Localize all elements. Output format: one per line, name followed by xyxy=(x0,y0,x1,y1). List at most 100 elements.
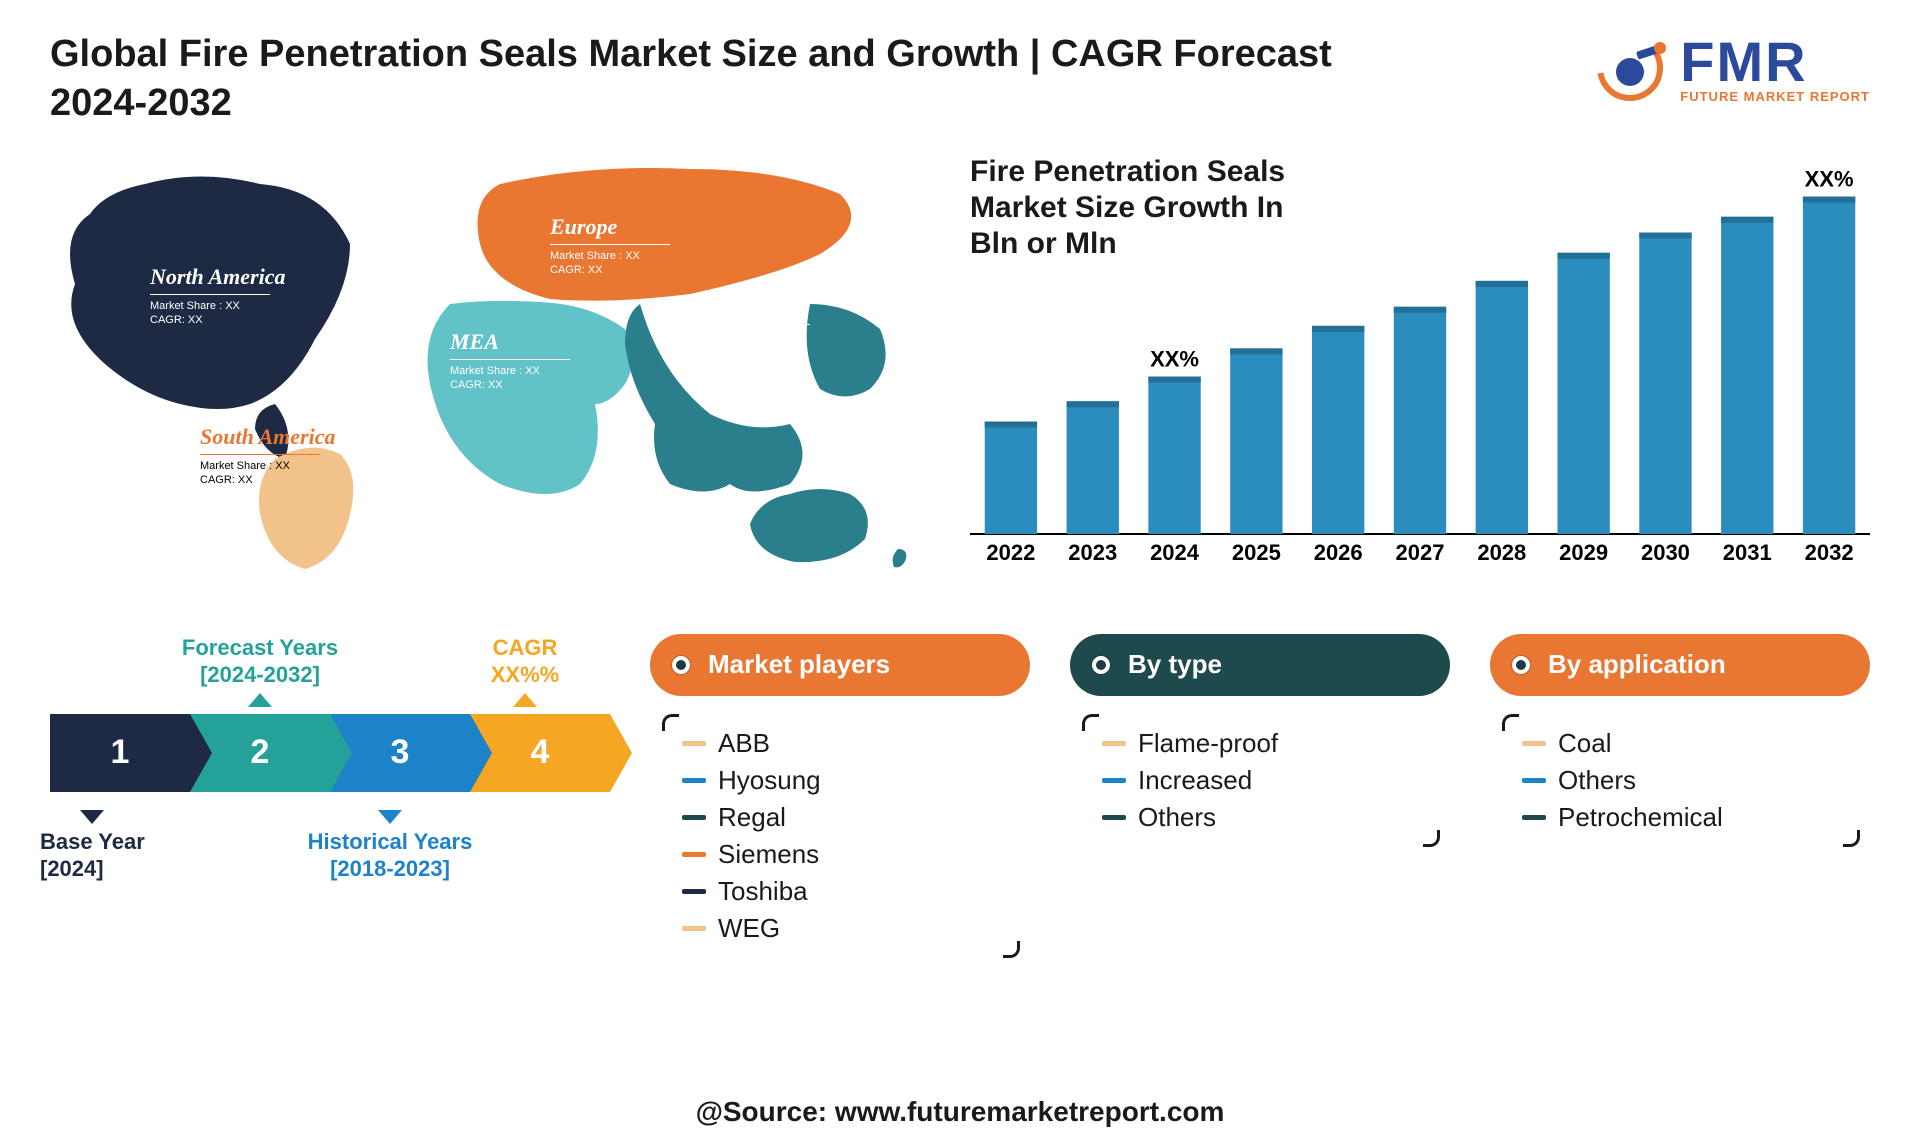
list-item-label: Siemens xyxy=(718,839,819,870)
logo: FMR FUTURE MARKET REPORT xyxy=(1592,30,1870,106)
chart-bar xyxy=(1476,281,1528,534)
chart-x-label: 2031 xyxy=(1723,540,1772,565)
list-item-label: Coal xyxy=(1558,728,1611,759)
source-attribution: @Source: www.futuremarketreport.com xyxy=(0,1096,1920,1128)
list-item-label: Others xyxy=(1138,802,1216,833)
list-item: Regal xyxy=(682,802,1030,833)
header: Global Fire Penetration Seals Market Siz… xyxy=(50,30,1870,129)
triangle-down-icon xyxy=(80,810,104,824)
triangle-down-icon xyxy=(378,810,402,824)
by-application-label: By application xyxy=(1548,649,1726,680)
triangle-up-icon xyxy=(248,693,272,707)
by-type-list: Flame-proof Increased Others xyxy=(1070,714,1450,847)
region-share: Market Share : XX xyxy=(450,364,570,378)
historical-years-callout: Historical Years [2018-2023] xyxy=(280,806,500,883)
color-swatch-icon xyxy=(1522,815,1546,820)
pill-dot-icon xyxy=(1092,656,1110,674)
color-swatch-icon xyxy=(1522,741,1546,746)
chart-x-label: 2029 xyxy=(1559,540,1608,565)
market-players-pill: Market players xyxy=(650,634,1030,696)
list-item-label: Hyosung xyxy=(718,765,821,796)
market-size-chart: Fire Penetration Seals Market Size Growt… xyxy=(970,154,1870,574)
list-item: Toshiba xyxy=(682,876,1030,907)
region-name: MEA xyxy=(450,329,570,355)
list-item: Coal xyxy=(1522,728,1870,759)
pill-dot-icon xyxy=(672,656,690,674)
chart-x-label: 2025 xyxy=(1232,540,1281,565)
by-application-pill: By application xyxy=(1490,634,1870,696)
region-name: South America xyxy=(200,424,336,450)
list-item-label: Others xyxy=(1558,765,1636,796)
timeline-segments: 1 2 3 4 xyxy=(50,714,610,792)
chart-x-label: 2032 xyxy=(1805,540,1854,565)
market-players-column: Market players ABB Hyosung Regal Siemens Tos… xyxy=(650,634,1030,958)
chart-x-label: 2024 xyxy=(1150,540,1200,565)
market-players-list: ABB Hyosung Regal Siemens Toshiba WEG xyxy=(650,714,1030,958)
list-item-label: Regal xyxy=(718,802,786,833)
chart-bar xyxy=(985,421,1037,534)
list-item: Siemens xyxy=(682,839,1030,870)
region-share: Market Share : XX xyxy=(550,249,670,263)
base-year-title: Base Year xyxy=(40,828,220,856)
chart-bar xyxy=(1557,253,1609,534)
chart-bar xyxy=(1639,232,1691,534)
list-item: WEG xyxy=(682,913,1030,944)
color-swatch-icon xyxy=(682,889,706,894)
cagr-title: CAGR xyxy=(460,634,590,662)
chart-annotation: XX% xyxy=(1805,166,1854,191)
list-item: ABB xyxy=(682,728,1030,759)
forecast-years-callout: Forecast Years [2024-2032] xyxy=(150,634,370,711)
chart-bar xyxy=(1312,326,1364,534)
color-swatch-icon xyxy=(1522,778,1546,783)
logo-text-sub: FUTURE MARKET REPORT xyxy=(1680,90,1870,103)
region-cagr: CAGR: XX xyxy=(690,343,810,357)
by-type-label: By type xyxy=(1128,649,1222,680)
color-swatch-icon xyxy=(682,741,706,746)
timeline-seg-1: 1 xyxy=(50,714,190,792)
region-north-america: North America Market Share : XX CAGR: XX xyxy=(150,264,285,328)
bar-chart-svg: 202220232024XX%2025202620272028202920302… xyxy=(970,154,1870,574)
color-swatch-icon xyxy=(682,926,706,931)
list-item: Others xyxy=(1522,765,1870,796)
forecast-years-title: Forecast Years xyxy=(150,634,370,662)
region-europe: Europe Market Share : XX CAGR: XX xyxy=(550,214,670,278)
region-name: Asia Pacific xyxy=(690,294,810,320)
region-share: Market Share : XX xyxy=(690,329,810,343)
chart-annotation: XX% xyxy=(1150,346,1199,371)
list-item-label: Increased xyxy=(1138,765,1252,796)
chart-x-label: 2027 xyxy=(1396,540,1445,565)
chart-x-label: 2022 xyxy=(986,540,1035,565)
region-cagr: CAGR: XX xyxy=(450,378,570,392)
chart-bar xyxy=(1148,376,1200,534)
chart-bar xyxy=(1230,348,1282,534)
color-swatch-icon xyxy=(1102,741,1126,746)
chart-bar xyxy=(1394,307,1446,534)
color-swatch-icon xyxy=(682,852,706,857)
list-item: Hyosung xyxy=(682,765,1030,796)
by-application-list: Coal Others Petrochemical xyxy=(1490,714,1870,847)
list-item: Petrochemical xyxy=(1522,802,1870,833)
chart-x-label: 2026 xyxy=(1314,540,1363,565)
list-item-label: WEG xyxy=(718,913,780,944)
base-year-value: [2024] xyxy=(40,855,220,883)
region-name: Europe xyxy=(550,214,670,240)
region-asia-pacific: Asia Pacific Market Share : XX CAGR: XX xyxy=(690,294,810,358)
list-item-label: ABB xyxy=(718,728,770,759)
color-swatch-icon xyxy=(682,815,706,820)
cagr-value: XX%% xyxy=(460,661,590,689)
list-item-label: Toshiba xyxy=(718,876,808,907)
region-mea: MEA Market Share : XX CAGR: XX xyxy=(450,329,570,393)
by-application-column: By application Coal Others Petrochemical xyxy=(1490,634,1870,847)
region-map: North America Market Share : XX CAGR: XX… xyxy=(50,154,930,574)
chart-bar xyxy=(1067,401,1119,534)
region-share: Market Share : XX xyxy=(200,459,336,473)
logo-text-main: FMR xyxy=(1680,34,1870,90)
list-item: Flame-proof xyxy=(1102,728,1450,759)
region-cagr: CAGR: XX xyxy=(150,313,285,327)
by-type-pill: By type xyxy=(1070,634,1450,696)
list-item: Increased xyxy=(1102,765,1450,796)
list-item: Others xyxy=(1102,802,1450,833)
triangle-up-icon xyxy=(513,693,537,707)
color-swatch-icon xyxy=(1102,815,1126,820)
color-swatch-icon xyxy=(682,778,706,783)
